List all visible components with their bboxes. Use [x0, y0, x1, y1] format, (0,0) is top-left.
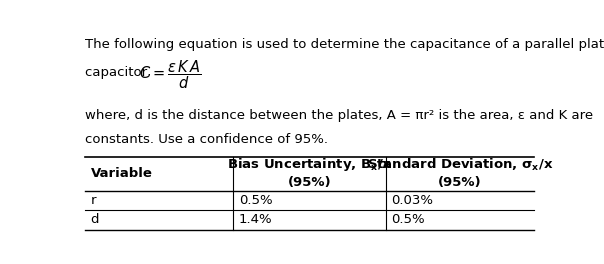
Text: (95%): (95%)	[288, 176, 332, 188]
Text: where, d is the distance between the plates, A = πr² is the area, ε and K are: where, d is the distance between the pla…	[85, 109, 593, 122]
Text: 0.5%: 0.5%	[391, 213, 425, 226]
Text: Variable: Variable	[91, 167, 152, 181]
Text: 0.03%: 0.03%	[391, 194, 434, 207]
Text: Bias Uncertainty, $\mathbf{B_x}$$\mathbf{/x}$: Bias Uncertainty, $\mathbf{B_x}$$\mathbf…	[227, 156, 392, 173]
Text: constants. Use a confidence of 95%.: constants. Use a confidence of 95%.	[85, 133, 328, 146]
Text: Standard Deviation, $\mathbf{\sigma_x}$$\mathbf{/x}$: Standard Deviation, $\mathbf{\sigma_x}$$…	[367, 157, 553, 173]
Text: The following equation is used to determine the capacitance of a parallel plate: The following equation is used to determ…	[85, 38, 604, 51]
Text: d: d	[91, 213, 99, 226]
Text: r: r	[91, 194, 96, 207]
Text: 0.5%: 0.5%	[239, 194, 272, 207]
Text: (95%): (95%)	[439, 176, 482, 188]
Text: capacitor,: capacitor,	[85, 66, 155, 79]
Text: $C = \dfrac{\epsilon\, K\, A}{d}$: $C = \dfrac{\epsilon\, K\, A}{d}$	[139, 58, 201, 91]
Text: 1.4%: 1.4%	[239, 213, 272, 226]
